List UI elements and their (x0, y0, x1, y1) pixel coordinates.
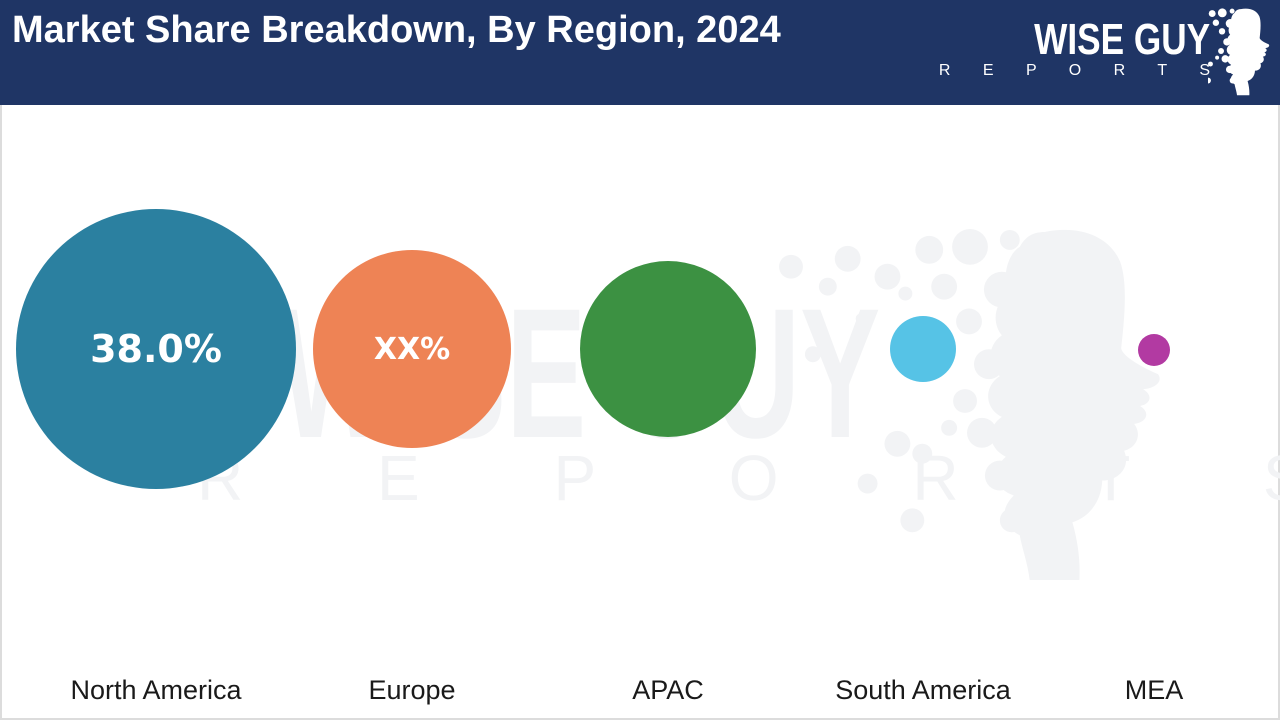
plot-area: WISE GUY R E P O R T S 38.0% XX% North A… (0, 105, 1280, 720)
bubble-apac (580, 261, 756, 437)
watermark-reports-text: R E P O R T S (197, 442, 1280, 514)
brand-logo: WISE GUY R E P O R T S (939, 15, 1210, 79)
header-bar: Market Share Breakdown, By Region, 2024 … (0, 0, 1280, 105)
watermark-head-icon (779, 228, 1160, 580)
bubble-value-europe: XX% (373, 331, 451, 367)
category-label-south-america: South America (835, 675, 1011, 705)
category-label-north-america: North America (70, 675, 242, 705)
category-label-europe: Europe (368, 675, 456, 705)
brand-tagline: R E P O R T S (938, 62, 1224, 79)
chart-title: Market Share Breakdown, By Region, 2024 (12, 9, 781, 51)
brand-head-icon (1208, 8, 1270, 96)
category-label-apac: APAC (632, 675, 704, 705)
bubble-europe: XX% (313, 250, 511, 448)
bubble-mea (1138, 334, 1170, 366)
bubble-north-america: 38.0% (16, 209, 296, 489)
brand-name: WISE GUY (1033, 15, 1210, 64)
category-label-mea: MEA (1124, 675, 1184, 705)
bubble-value-north-america: 38.0% (90, 327, 222, 371)
bubble-south-america (890, 316, 956, 382)
